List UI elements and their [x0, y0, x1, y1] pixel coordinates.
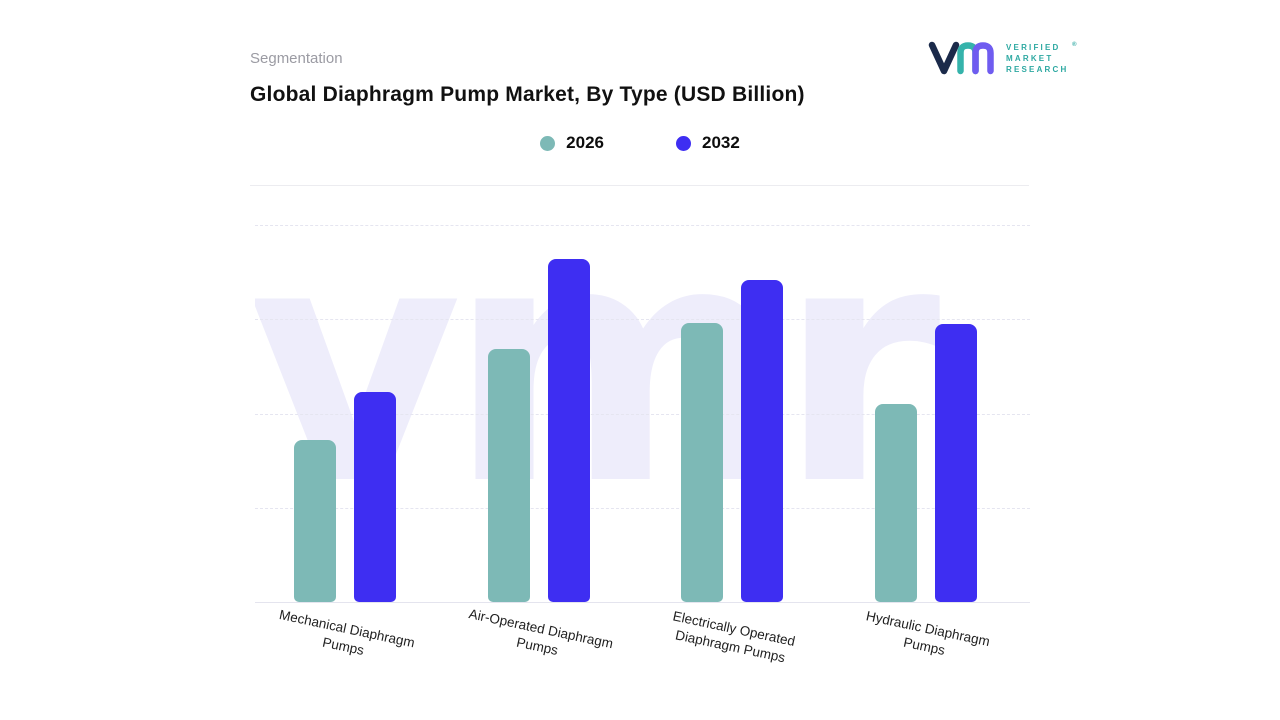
- header-divider: [250, 185, 1029, 186]
- gridline: [255, 507, 1030, 509]
- bar-2026-category-2: [488, 349, 530, 602]
- category-label-2: Air-Operated Diaphragm Pumps: [467, 606, 615, 659]
- bar-2026-category-3: [681, 323, 723, 602]
- bar-2026-category-4: [875, 404, 917, 602]
- brand-line-2: MARKET: [1006, 53, 1054, 63]
- legend-swatch-series-1: [540, 135, 556, 151]
- category-label-3: Electrically Operated Diaphragm Pumps: [671, 608, 797, 666]
- vmr-logo-text: VERIFIED MARKET RESEARCH ®: [1006, 42, 1077, 75]
- legend-item-series-1: 2026: [540, 133, 604, 153]
- registered-mark: ®: [1072, 41, 1077, 48]
- legend-label-series-2: 2032: [702, 133, 740, 152]
- brand-line-1: VERIFIED: [1006, 42, 1061, 52]
- gridline: [255, 413, 1030, 415]
- legend-label-series-1: 2026: [566, 133, 604, 152]
- plot-area: vmr: [255, 225, 1030, 603]
- x-axis-labels: Mechanical Diaphragm Pumps Air-Operated D…: [255, 606, 1030, 712]
- category-label-4: Hydraulic Diaphragm Pumps: [864, 608, 992, 659]
- bar-2032-category-1: [354, 392, 396, 602]
- bar-2032-category-2: [548, 259, 590, 602]
- legend-item-series-2: 2032: [676, 133, 740, 153]
- brand-line-3: RESEARCH: [1006, 64, 1069, 74]
- gridline: [255, 225, 1030, 226]
- gridline: [255, 319, 1030, 321]
- bar-2026-category-1: [294, 440, 336, 602]
- section-label: Segmentation: [250, 50, 343, 67]
- chart-legend: 2026 2032: [250, 133, 1030, 153]
- bar-2032-category-3: [741, 280, 783, 602]
- page-title: Global Diaphragm Pump Market, By Type (U…: [250, 83, 805, 106]
- category-label-1: Mechanical Diaphragm Pumps: [277, 607, 417, 659]
- vmr-logo: VERIFIED MARKET RESEARCH ®: [928, 38, 1077, 78]
- legend-swatch-series-2: [676, 135, 691, 151]
- vmr-logo-mark: [928, 41, 994, 75]
- bar-2032-category-4: [935, 324, 977, 602]
